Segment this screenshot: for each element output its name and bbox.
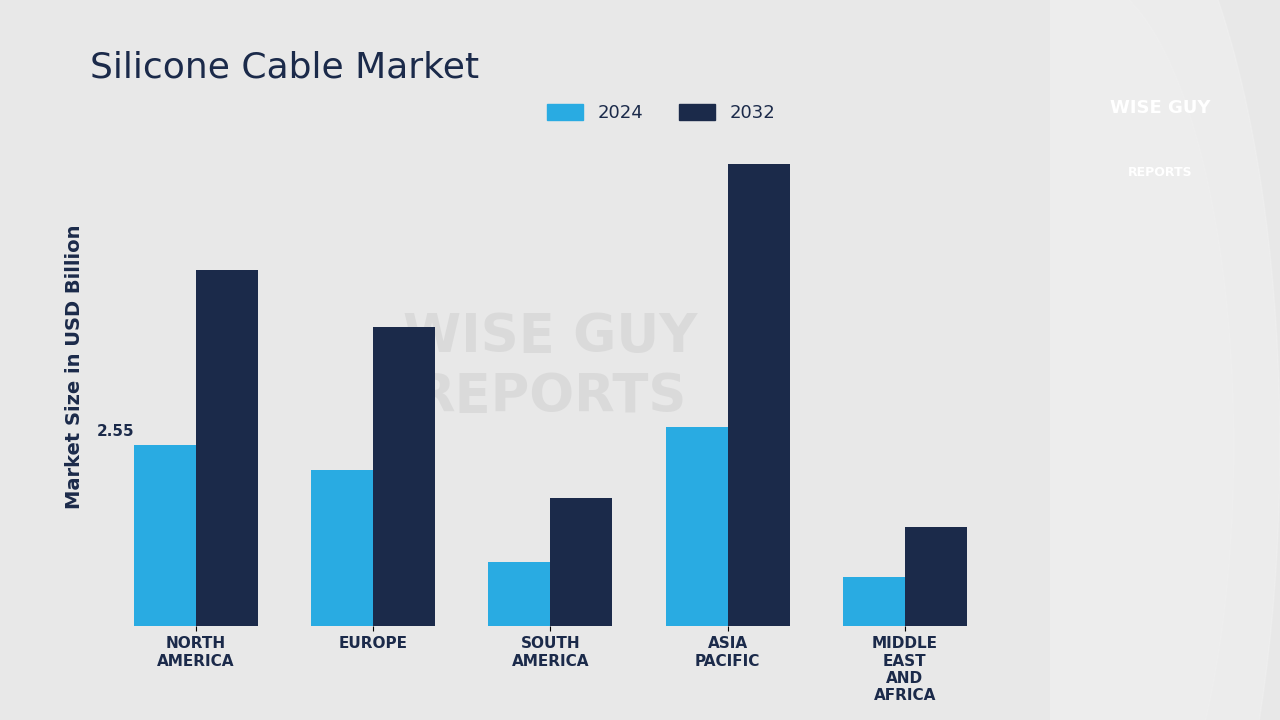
Bar <box>134 445 196 626</box>
Bar <box>666 427 727 626</box>
Bar <box>842 577 905 626</box>
Text: WISE GUY
REPORTS: WISE GUY REPORTS <box>403 311 698 423</box>
Y-axis label: Market Size in USD Billion: Market Size in USD Billion <box>65 225 84 510</box>
Text: Silicone Cable Market: Silicone Cable Market <box>90 50 479 84</box>
Circle shape <box>934 0 1234 720</box>
Bar <box>727 163 790 626</box>
Bar <box>311 469 374 626</box>
Bar <box>489 562 550 626</box>
Bar <box>905 527 966 626</box>
Text: WISE GUY: WISE GUY <box>1110 99 1211 117</box>
Legend: 2024, 2032: 2024, 2032 <box>539 96 782 129</box>
Text: 2.55: 2.55 <box>96 424 134 439</box>
Bar <box>374 328 435 626</box>
Bar <box>550 498 612 626</box>
Circle shape <box>888 0 1280 720</box>
Bar <box>196 270 259 626</box>
Text: REPORTS: REPORTS <box>1128 166 1193 179</box>
